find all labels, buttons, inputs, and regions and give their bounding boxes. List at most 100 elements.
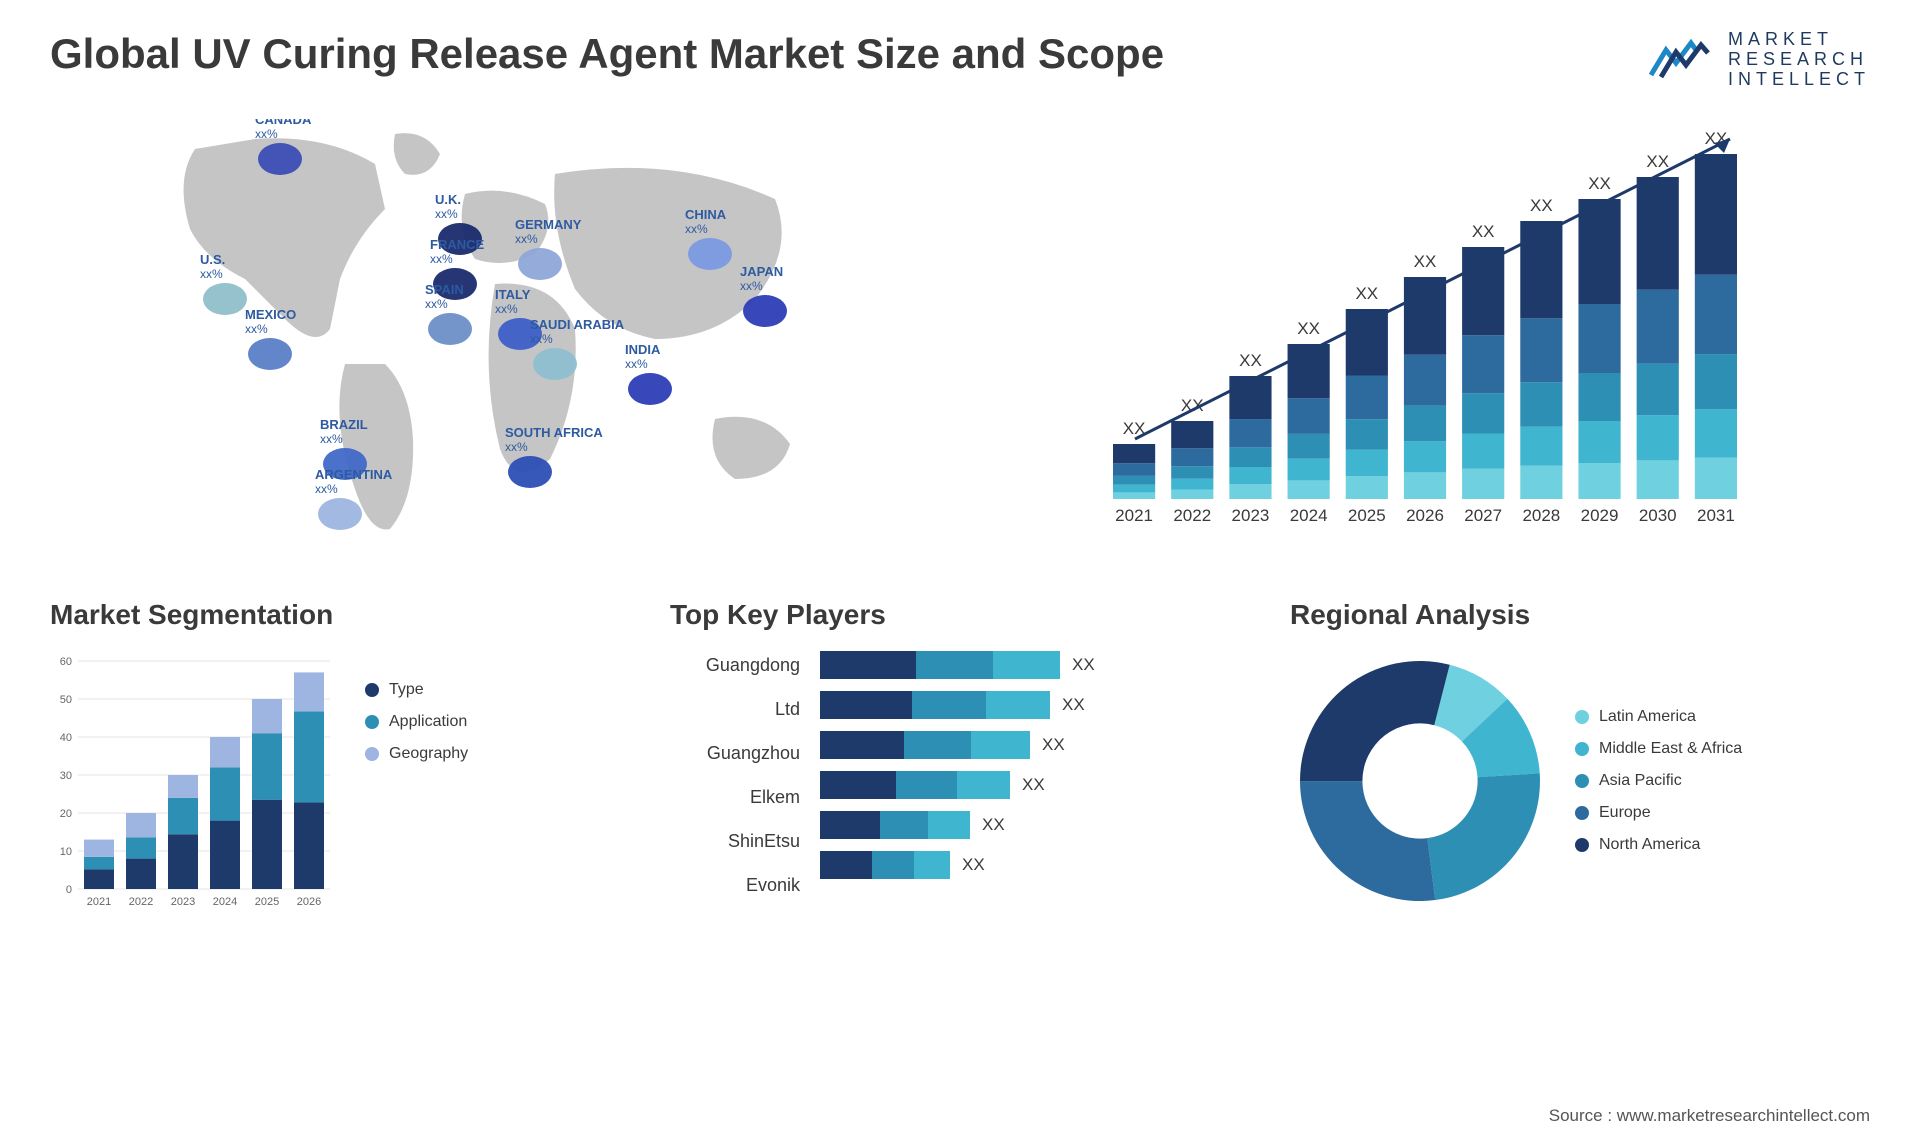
player-bar: [820, 691, 1050, 719]
svg-text:XX: XX: [1530, 196, 1553, 215]
svg-text:2021: 2021: [1115, 506, 1153, 525]
regional-title: Regional Analysis: [1290, 599, 1870, 631]
svg-text:xx%: xx%: [505, 440, 528, 454]
player-bar-segment: [820, 651, 916, 679]
regional-donut-chart: [1290, 651, 1550, 911]
legend-label: Type: [389, 681, 424, 699]
svg-text:FRANCE: FRANCE: [430, 237, 484, 252]
player-bar: [820, 851, 950, 879]
svg-text:MEXICO: MEXICO: [245, 307, 296, 322]
svg-text:2023: 2023: [171, 896, 195, 908]
logo-text-1: MARKET: [1728, 30, 1870, 50]
legend-dot: [365, 747, 379, 761]
player-bar-segment: [820, 691, 912, 719]
svg-text:XX: XX: [1646, 152, 1669, 171]
svg-text:xx%: xx%: [425, 297, 448, 311]
svg-text:2024: 2024: [213, 896, 237, 908]
player-bar-row: XX: [820, 651, 1250, 679]
svg-text:2027: 2027: [1464, 506, 1502, 525]
svg-text:U.S.: U.S.: [200, 252, 225, 267]
player-bar-segment: [914, 851, 950, 879]
svg-text:10: 10: [60, 846, 72, 858]
player-bar-row: XX: [820, 691, 1250, 719]
svg-text:XX: XX: [1414, 252, 1437, 271]
legend-item: North America: [1575, 836, 1742, 854]
svg-text:BRAZIL: BRAZIL: [320, 417, 368, 432]
logo-text-3: INTELLECT: [1728, 70, 1870, 90]
svg-text:U.K.: U.K.: [435, 192, 461, 207]
player-bar-segment: [957, 771, 1010, 799]
svg-text:xx%: xx%: [200, 267, 223, 281]
svg-text:0: 0: [66, 884, 72, 896]
legend-label: Geography: [389, 745, 468, 763]
svg-text:CHINA: CHINA: [685, 207, 727, 222]
legend-dot: [1575, 710, 1589, 724]
player-bar-segment: [880, 811, 928, 839]
svg-text:INDIA: INDIA: [625, 342, 661, 357]
player-bar-segment: [820, 731, 904, 759]
legend-label: Europe: [1599, 804, 1651, 822]
svg-text:ARGENTINA: ARGENTINA: [315, 467, 393, 482]
svg-text:xx%: xx%: [320, 432, 343, 446]
svg-text:2025: 2025: [255, 896, 279, 908]
player-bar: [820, 731, 1030, 759]
svg-text:2022: 2022: [129, 896, 153, 908]
players-chart: XX XX XX XX XX XX: [820, 651, 1250, 899]
svg-text:xx%: xx%: [430, 252, 453, 266]
segmentation-legend: Type Application Geography: [365, 681, 468, 911]
svg-text:XX: XX: [1588, 174, 1611, 193]
player-bar-segment: [993, 651, 1060, 679]
svg-text:2022: 2022: [1173, 506, 1211, 525]
players-title: Top Key Players: [670, 599, 1250, 631]
legend-dot: [1575, 774, 1589, 788]
legend-dot: [365, 683, 379, 697]
svg-text:2021: 2021: [87, 896, 111, 908]
legend-label: Latin America: [1599, 708, 1696, 726]
svg-text:2026: 2026: [1406, 506, 1444, 525]
svg-text:SPAIN: SPAIN: [425, 282, 464, 297]
player-bar-segment: [896, 771, 957, 799]
player-bar: [820, 651, 1060, 679]
player-bar: [820, 771, 1010, 799]
svg-text:xx%: xx%: [625, 357, 648, 371]
svg-text:xx%: xx%: [495, 302, 518, 316]
legend-item: Type: [365, 681, 468, 699]
legend-label: Application: [389, 713, 467, 731]
player-name: Guangdong: [706, 651, 800, 679]
svg-text:60: 60: [60, 656, 72, 668]
player-bar-segment: [820, 811, 880, 839]
player-bar-row: XX: [820, 771, 1250, 799]
source-text: Source : www.marketresearchintellect.com: [1549, 1106, 1870, 1126]
legend-item: Geography: [365, 745, 468, 763]
player-name: Ltd: [775, 695, 800, 723]
regional-legend: Latin America Middle East & Africa Asia Pa…: [1575, 708, 1742, 854]
svg-text:SAUDI ARABIA: SAUDI ARABIA: [530, 317, 625, 332]
svg-text:xx%: xx%: [255, 127, 278, 141]
logo-text-2: RESEARCH: [1728, 50, 1870, 70]
svg-text:JAPAN: JAPAN: [740, 264, 783, 279]
player-name: ShinEtsu: [728, 827, 800, 855]
svg-text:2025: 2025: [1348, 506, 1386, 525]
svg-text:XX: XX: [1355, 284, 1378, 303]
player-value: XX: [1042, 735, 1065, 755]
legend-dot: [365, 715, 379, 729]
logo-icon: [1646, 35, 1716, 85]
player-bar-row: XX: [820, 851, 1250, 879]
svg-text:GERMANY: GERMANY: [515, 217, 582, 232]
player-value: XX: [1022, 775, 1045, 795]
svg-text:2029: 2029: [1581, 506, 1619, 525]
legend-label: Asia Pacific: [1599, 772, 1682, 790]
player-bar-segment: [928, 811, 970, 839]
legend-item: Europe: [1575, 804, 1742, 822]
player-value: XX: [982, 815, 1005, 835]
segmentation-chart: 0102030405060202120222023202420252026: [50, 651, 340, 911]
legend-item: Middle East & Africa: [1575, 740, 1742, 758]
legend-dot: [1575, 806, 1589, 820]
player-bar-segment: [912, 691, 986, 719]
legend-dot: [1575, 838, 1589, 852]
market-growth-chart: XX2021XX2022XX2023XX2024XX2025XX2026XX20…: [980, 119, 1870, 549]
svg-text:xx%: xx%: [315, 482, 338, 496]
legend-label: North America: [1599, 836, 1700, 854]
player-bar: [820, 811, 970, 839]
svg-text:2023: 2023: [1232, 506, 1270, 525]
